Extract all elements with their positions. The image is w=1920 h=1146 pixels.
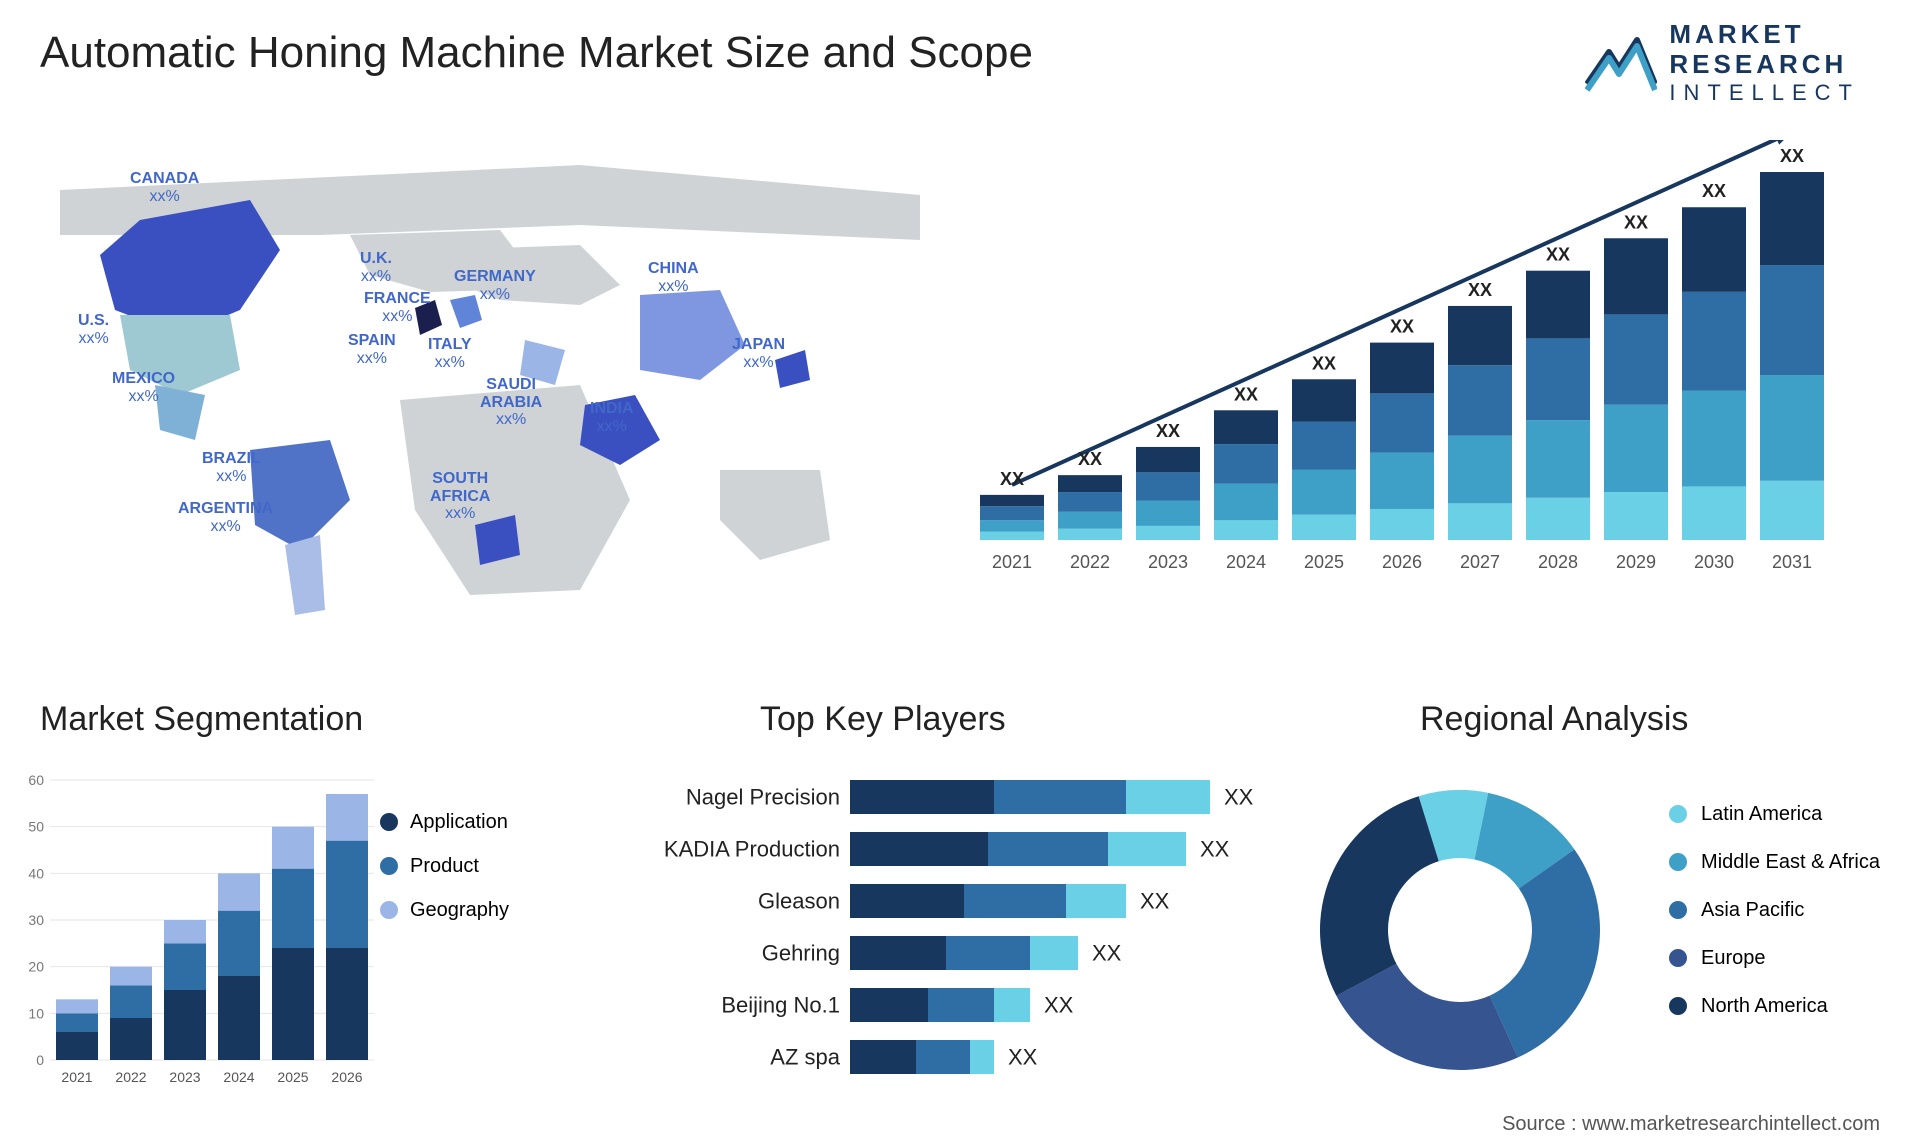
svg-text:40: 40 bbox=[28, 865, 44, 881]
logo-line3: INTELLECT bbox=[1669, 80, 1860, 105]
regional-legend: Latin AmericaMiddle East & AfricaAsia Pa… bbox=[1669, 790, 1880, 1030]
svg-text:2021: 2021 bbox=[61, 1069, 92, 1085]
svg-text:60: 60 bbox=[28, 772, 44, 788]
brand-logo: MARKET RESEARCH INTELLECT bbox=[1585, 20, 1860, 105]
svg-text:2027: 2027 bbox=[1460, 552, 1500, 572]
svg-text:XX: XX bbox=[1044, 992, 1074, 1017]
svg-text:XX: XX bbox=[1008, 1044, 1038, 1069]
svg-text:XX: XX bbox=[1224, 784, 1254, 809]
map-label: MEXICOxx% bbox=[112, 370, 175, 405]
logo-icon bbox=[1585, 34, 1657, 92]
legend-item: Asia Pacific bbox=[1669, 886, 1880, 934]
svg-text:2024: 2024 bbox=[1226, 552, 1266, 572]
map-label: CHINAxx% bbox=[648, 260, 699, 295]
svg-text:2021: 2021 bbox=[992, 552, 1032, 572]
world-map: CANADAxx% U.S.xx%MEXICOxx% BRAZILxx% ARGENT… bbox=[20, 140, 920, 640]
section-title-keyplayers: Top Key Players bbox=[760, 700, 1006, 739]
svg-text:2023: 2023 bbox=[169, 1069, 200, 1085]
svg-text:20: 20 bbox=[28, 959, 44, 975]
svg-text:XX: XX bbox=[1624, 212, 1648, 232]
svg-text:2026: 2026 bbox=[331, 1069, 362, 1085]
svg-text:XX: XX bbox=[1000, 469, 1024, 489]
svg-text:AZ spa: AZ spa bbox=[770, 1044, 840, 1069]
map-label: INDIAxx% bbox=[590, 400, 634, 435]
key-players-chart: Nagel Precision XX KADIA Production XX Gleas… bbox=[630, 760, 1270, 1100]
regional-donut: Latin AmericaMiddle East & AfricaAsia Pa… bbox=[1300, 760, 1880, 1100]
svg-text:XX: XX bbox=[1390, 317, 1414, 337]
svg-text:2023: 2023 bbox=[1148, 552, 1188, 572]
svg-text:XX: XX bbox=[1702, 181, 1726, 201]
svg-text:XX: XX bbox=[1312, 353, 1336, 373]
legend-item: Geography bbox=[380, 888, 509, 932]
svg-text:2024: 2024 bbox=[223, 1069, 254, 1085]
source-text: Source : www.marketresearchintellect.com bbox=[1502, 1113, 1880, 1136]
svg-text:2025: 2025 bbox=[1304, 552, 1344, 572]
svg-text:XX: XX bbox=[1078, 449, 1102, 469]
map-label: JAPANxx% bbox=[732, 336, 785, 371]
svg-text:2026: 2026 bbox=[1382, 552, 1422, 572]
section-title-segmentation: Market Segmentation bbox=[40, 700, 363, 739]
svg-text:XX: XX bbox=[1234, 384, 1258, 404]
svg-text:XX: XX bbox=[1156, 421, 1180, 441]
svg-text:10: 10 bbox=[28, 1005, 44, 1021]
svg-text:XX: XX bbox=[1468, 280, 1492, 300]
svg-text:XX: XX bbox=[1092, 940, 1122, 965]
legend-item: Latin America bbox=[1669, 790, 1880, 838]
svg-text:0: 0 bbox=[36, 1052, 44, 1068]
svg-text:Nagel Precision: Nagel Precision bbox=[686, 784, 840, 809]
legend-item: Product bbox=[380, 844, 509, 888]
svg-text:2028: 2028 bbox=[1538, 552, 1578, 572]
svg-text:2022: 2022 bbox=[1070, 552, 1110, 572]
svg-text:Beijing No.1: Beijing No.1 bbox=[721, 992, 840, 1017]
map-label: U.K.xx% bbox=[360, 250, 392, 285]
legend-item: Europe bbox=[1669, 934, 1880, 982]
svg-text:2025: 2025 bbox=[277, 1069, 308, 1085]
svg-text:XX: XX bbox=[1140, 888, 1170, 913]
svg-text:Gehring: Gehring bbox=[762, 940, 840, 965]
map-label: GERMANYxx% bbox=[454, 268, 536, 303]
svg-text:50: 50 bbox=[28, 819, 44, 835]
map-label: CANADAxx% bbox=[130, 170, 199, 205]
svg-text:KADIA Production: KADIA Production bbox=[664, 836, 840, 861]
svg-text:2029: 2029 bbox=[1616, 552, 1656, 572]
map-label: SOUTHAFRICAxx% bbox=[430, 470, 490, 523]
legend-item: Middle East & Africa bbox=[1669, 838, 1880, 886]
segmentation-legend: ApplicationProductGeography bbox=[380, 800, 509, 932]
map-label: SPAINxx% bbox=[348, 332, 396, 367]
legend-item: Application bbox=[380, 800, 509, 844]
svg-text:XX: XX bbox=[1780, 146, 1804, 166]
section-title-regional: Regional Analysis bbox=[1420, 700, 1688, 739]
legend-item: North America bbox=[1669, 982, 1880, 1030]
market-size-chart: XX 2021 XX 2022 XX 2023 XX 2024 XX 2025 XX 2026 XX 20… bbox=[970, 140, 1870, 640]
map-label: ITALYxx% bbox=[428, 336, 472, 371]
map-label: U.S.xx% bbox=[78, 312, 109, 347]
logo-line1: MARKET bbox=[1669, 20, 1860, 50]
map-label: FRANCExx% bbox=[364, 290, 431, 325]
svg-text:2022: 2022 bbox=[115, 1069, 146, 1085]
svg-text:XX: XX bbox=[1546, 245, 1570, 265]
svg-text:2030: 2030 bbox=[1694, 552, 1734, 572]
svg-text:30: 30 bbox=[28, 912, 44, 928]
page-title: Automatic Honing Machine Market Size and… bbox=[40, 28, 1033, 78]
map-label: SAUDIARABIAxx% bbox=[480, 376, 542, 429]
map-label: ARGENTINAxx% bbox=[178, 500, 273, 535]
svg-text:XX: XX bbox=[1200, 836, 1230, 861]
segmentation-chart: 0 10 20 30 40 50 60 2021 2022 2023 2024 2025 2026 Ap… bbox=[20, 760, 580, 1100]
svg-text:2031: 2031 bbox=[1772, 552, 1812, 572]
svg-text:Gleason: Gleason bbox=[758, 888, 840, 913]
map-label: BRAZILxx% bbox=[202, 450, 261, 485]
logo-line2: RESEARCH bbox=[1669, 50, 1860, 80]
